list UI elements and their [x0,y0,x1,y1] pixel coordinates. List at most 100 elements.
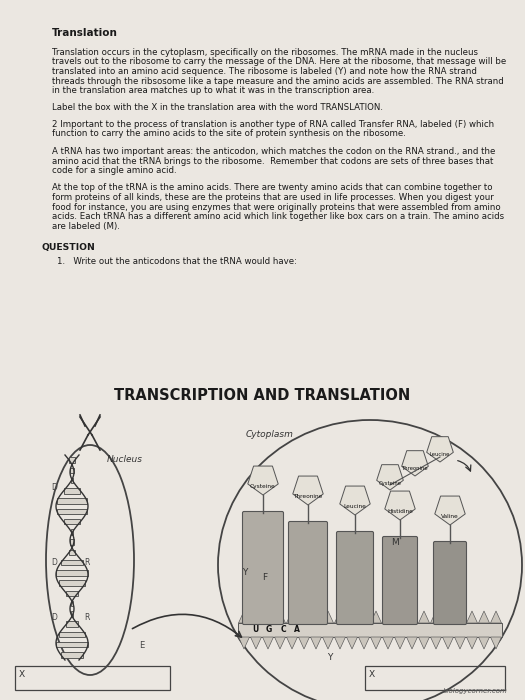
Text: Leucine: Leucine [430,452,450,458]
Polygon shape [455,637,466,649]
Text: TRANSCRIPTION AND TRANSLATION: TRANSCRIPTION AND TRANSLATION [114,388,410,403]
Text: Histidine: Histidine [387,509,413,514]
Polygon shape [455,611,466,623]
Text: QUESTION: QUESTION [42,243,96,252]
FancyBboxPatch shape [71,611,73,617]
Text: code for a single amino acid.: code for a single amino acid. [52,166,176,175]
Text: amino acid that the tRNA brings to the ribosome.  Remember that codons are sets : amino acid that the tRNA brings to the r… [52,157,494,165]
FancyBboxPatch shape [61,560,83,566]
Polygon shape [287,611,298,623]
Polygon shape [322,611,333,623]
FancyBboxPatch shape [434,542,467,624]
FancyBboxPatch shape [289,522,328,624]
Polygon shape [376,465,403,490]
Text: threads through the ribsosome like a tape measure and the amino acids are assemb: threads through the ribsosome like a tap… [52,76,504,85]
Text: Nucleus: Nucleus [107,455,143,464]
Polygon shape [287,637,298,649]
Polygon shape [359,611,370,623]
Polygon shape [250,637,261,649]
Polygon shape [435,496,465,525]
Text: Translation occurs in the cytoplasm, specifically on the ribosomes. The mRNA mad: Translation occurs in the cytoplasm, spe… [52,48,478,57]
Text: U: U [252,626,258,634]
Polygon shape [385,491,415,520]
Text: At the top of the tRNA is the amino acids. There are twenty amino acids that can: At the top of the tRNA is the amino acid… [52,183,492,192]
Polygon shape [340,486,370,515]
Text: G: G [266,626,272,634]
Polygon shape [430,637,442,649]
FancyBboxPatch shape [66,622,78,627]
Text: C: C [280,626,286,634]
Polygon shape [443,611,454,623]
Polygon shape [346,611,358,623]
Text: Leucine: Leucine [343,504,366,509]
FancyBboxPatch shape [66,591,78,596]
Polygon shape [430,611,442,623]
Text: D: D [51,558,57,567]
Text: in the translation area matches up to what it was in the transcription area.: in the translation area matches up to wh… [52,86,374,95]
Polygon shape [310,637,321,649]
Polygon shape [322,637,333,649]
FancyBboxPatch shape [71,529,72,535]
Polygon shape [359,637,370,649]
Text: Threonine: Threonine [402,466,428,472]
Polygon shape [427,437,453,462]
Polygon shape [238,637,249,649]
FancyBboxPatch shape [238,623,502,637]
Text: X: X [19,670,25,679]
Polygon shape [443,637,454,649]
Text: F: F [262,573,268,582]
Polygon shape [406,611,417,623]
Polygon shape [490,611,501,623]
Text: M: M [391,538,399,547]
Polygon shape [346,637,358,649]
Text: R: R [85,613,90,622]
Text: Label the box with the X in the translation area with the word TRANSLATION.: Label the box with the X in the translat… [52,102,383,111]
Polygon shape [310,611,321,623]
Polygon shape [418,637,429,649]
Polygon shape [478,611,489,623]
Text: R: R [85,558,90,567]
Polygon shape [248,466,278,495]
FancyBboxPatch shape [64,519,80,524]
FancyBboxPatch shape [61,652,83,658]
Polygon shape [394,611,405,623]
FancyBboxPatch shape [56,642,88,648]
Polygon shape [371,611,382,623]
FancyBboxPatch shape [71,601,73,606]
FancyBboxPatch shape [56,570,88,575]
Text: form proteins of all kinds, these are the proteins that are used in life process: form proteins of all kinds, these are th… [52,193,494,202]
FancyBboxPatch shape [243,512,284,624]
FancyBboxPatch shape [57,509,87,514]
Polygon shape [467,611,478,623]
FancyBboxPatch shape [64,488,80,494]
Text: Cysteine: Cysteine [379,480,402,486]
Polygon shape [334,637,345,649]
FancyBboxPatch shape [70,539,74,545]
FancyBboxPatch shape [337,531,373,624]
Text: acids. Each tRNA has a different amino acid which link together like box cars on: acids. Each tRNA has a different amino a… [52,212,504,221]
Text: biologycorner.com: biologycorner.com [443,688,508,694]
Polygon shape [262,611,274,623]
Polygon shape [299,637,310,649]
Text: Y: Y [327,653,333,662]
Text: 1.   Write out the anticodons that the tRNA would have:: 1. Write out the anticodons that the tRN… [57,257,297,266]
Polygon shape [478,637,489,649]
Polygon shape [250,611,261,623]
Text: Y: Y [243,568,248,577]
FancyBboxPatch shape [70,468,74,473]
Polygon shape [275,637,286,649]
Polygon shape [238,611,249,623]
Polygon shape [406,637,417,649]
FancyBboxPatch shape [57,498,87,504]
Text: Translation: Translation [52,28,118,38]
Text: A: A [294,626,300,634]
FancyBboxPatch shape [59,631,86,637]
Text: Cysteine: Cysteine [250,484,276,489]
Text: are labeled (M).: are labeled (M). [52,221,120,230]
Polygon shape [383,611,394,623]
FancyBboxPatch shape [69,550,75,555]
Text: 2 Important to the process of translation is another type of RNA called Transfer: 2 Important to the process of translatio… [52,120,494,129]
Text: food for instance, you are using enzymes that were originally proteins that were: food for instance, you are using enzymes… [52,202,501,211]
Text: Valine: Valine [441,514,459,519]
Text: travels out to the ribosome to carry the message of the DNA. Here at the ribosom: travels out to the ribosome to carry the… [52,57,506,66]
